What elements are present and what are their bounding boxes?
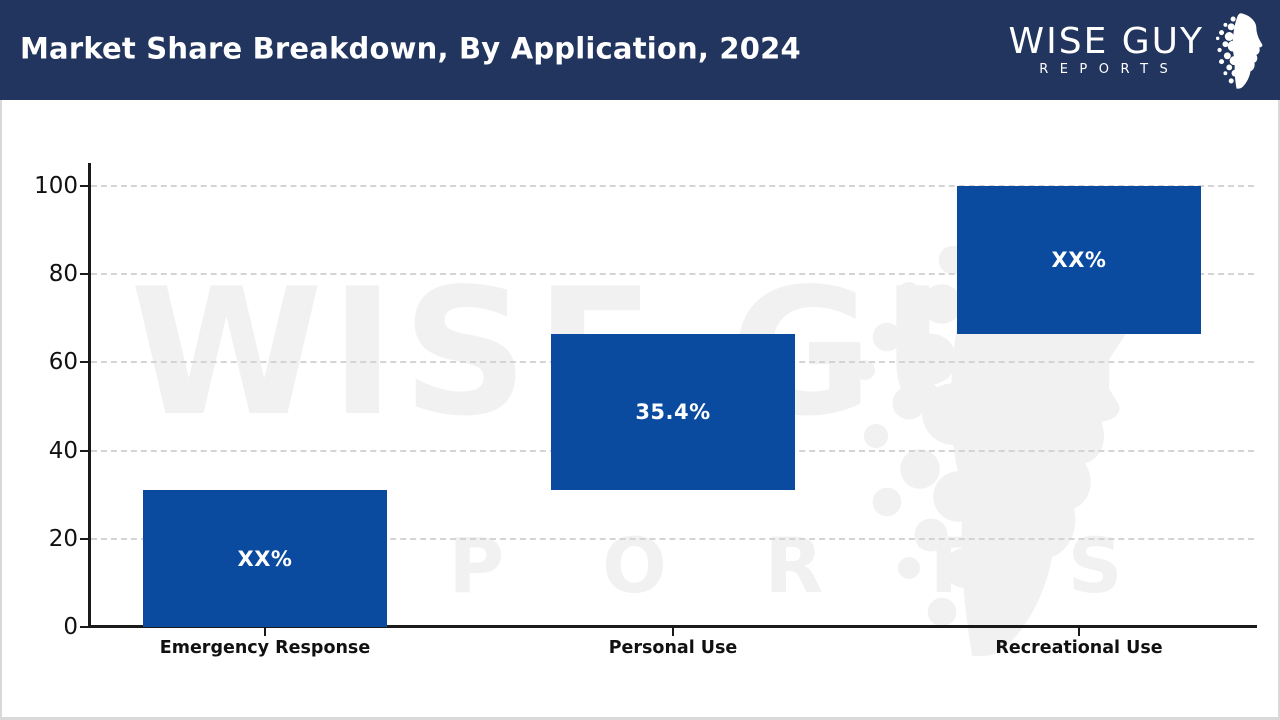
y-tick-40 [80,449,88,452]
plot: 0 20 40 60 80 100 XX% Emergency Response 35.4% Pe… [2,100,1278,717]
logo-text: WISE GUY REPORTS [1008,20,1205,78]
bar-personal-use: 35.4% [551,334,795,491]
y-axis-line [88,163,91,628]
gridline-y-20 [91,537,1254,540]
x-tick-personal-use [672,628,674,636]
y-tick-label-80: 80 [48,261,78,288]
y-tick-0 [80,626,88,628]
y-tick-label-100: 100 [34,173,78,199]
y-tick-label-20: 20 [48,525,78,552]
y-tick-20 [80,537,88,540]
bar-value-label-recreational-use: XX% [1051,248,1107,273]
bar-recreational-use: XX% [957,186,1201,335]
logo-subtitle: REPORTS [1039,61,1180,77]
bar-emergency-response: XX% [143,490,387,627]
y-tick-label-60: 60 [48,349,78,376]
x-tick-emergency-response [264,628,266,636]
logo-wordmark: WISE GUY [1008,20,1204,62]
x-axis-line [88,625,1257,628]
gridline-y-100 [91,185,1254,187]
gridline-y-80 [91,273,1254,276]
y-tick-label-0: 0 [63,614,78,640]
bar-value-label-personal-use: 35.4% [635,400,711,425]
page-title: Market Share Breakdown, By Application, … [20,31,801,66]
chart-area: WISE GUY REPORTS 020406080100XX%Emergenc… [0,100,1280,720]
logo-face-icon [1215,13,1263,89]
bar-value-label-emergency-response: XX% [237,546,293,571]
y-tick-100 [80,185,88,187]
y-tick-80 [80,273,88,276]
x-category-label-personal-use: Personal Use [608,638,738,658]
x-tick-recreational-use [1078,628,1080,636]
x-category-label-emergency-response: Emergency Response [159,638,371,658]
header-bar: Market Share Breakdown, By Application, … [0,0,1280,100]
y-tick-label-40: 40 [48,437,78,464]
y-tick-60 [80,361,88,364]
x-category-label-recreational-use: Recreational Use [995,638,1163,658]
wise-guy-logo: WISE GUY REPORTS [1009,8,1267,92]
